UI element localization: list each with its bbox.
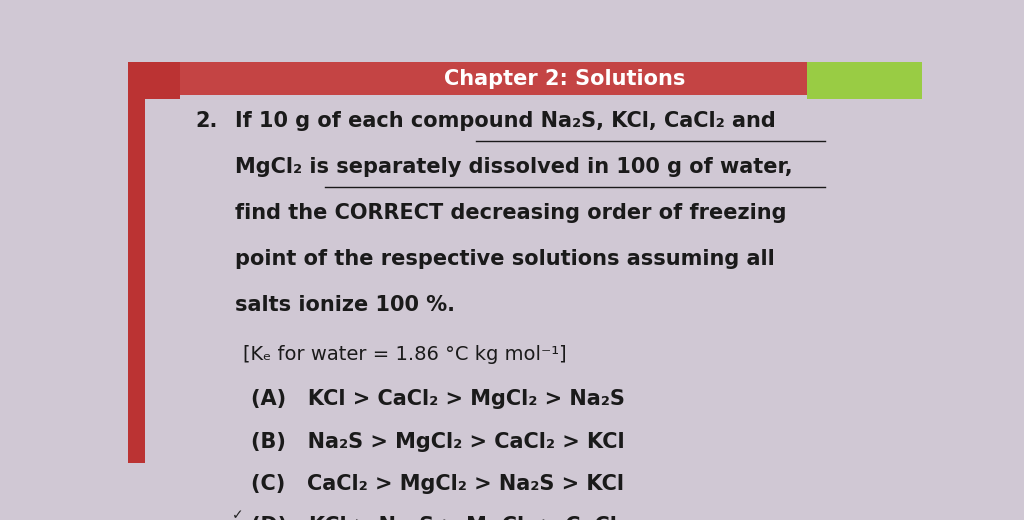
Text: ✓: ✓ [231, 509, 244, 520]
Text: (B)   Na₂S > MgCl₂ > CaCl₂ > KCl: (B) Na₂S > MgCl₂ > CaCl₂ > KCl [251, 432, 625, 451]
Text: salts ionize 100 %.: salts ionize 100 %. [236, 295, 455, 316]
Text: (D)   KCl > Na₂S > MgCl₂ > CaCl₂: (D) KCl > Na₂S > MgCl₂ > CaCl₂ [251, 516, 626, 520]
Text: [Kₑ for water = 1.86 °C kg mol⁻¹]: [Kₑ for water = 1.86 °C kg mol⁻¹] [243, 345, 566, 365]
Text: (A)   KCl > CaCl₂ > MgCl₂ > Na₂S: (A) KCl > CaCl₂ > MgCl₂ > Na₂S [251, 389, 625, 409]
Bar [128, 62, 145, 463]
Text: point of the respective solutions assuming all: point of the respective solutions assumi… [236, 250, 775, 269]
Text: find the CORRECT decreasing order of freezing: find the CORRECT decreasing order of fre… [236, 203, 786, 224]
Bar [128, 62, 179, 99]
Text: 2.: 2. [196, 111, 218, 131]
Text: MgCl₂ is separately dissolved in 100 g of water,: MgCl₂ is separately dissolved in 100 g o… [236, 157, 793, 177]
Text: (C)   CaCl₂ > MgCl₂ > Na₂S > KCl: (C) CaCl₂ > MgCl₂ > Na₂S > KCl [251, 474, 624, 494]
Text: If 10 g of each compound Na₂S, KCl, CaCl₂ and: If 10 g of each compound Na₂S, KCl, CaCl… [236, 111, 776, 131]
Bar [128, 62, 922, 95]
Text: Chapter 2: Solutions: Chapter 2: Solutions [443, 69, 685, 89]
Bar [807, 50, 922, 99]
